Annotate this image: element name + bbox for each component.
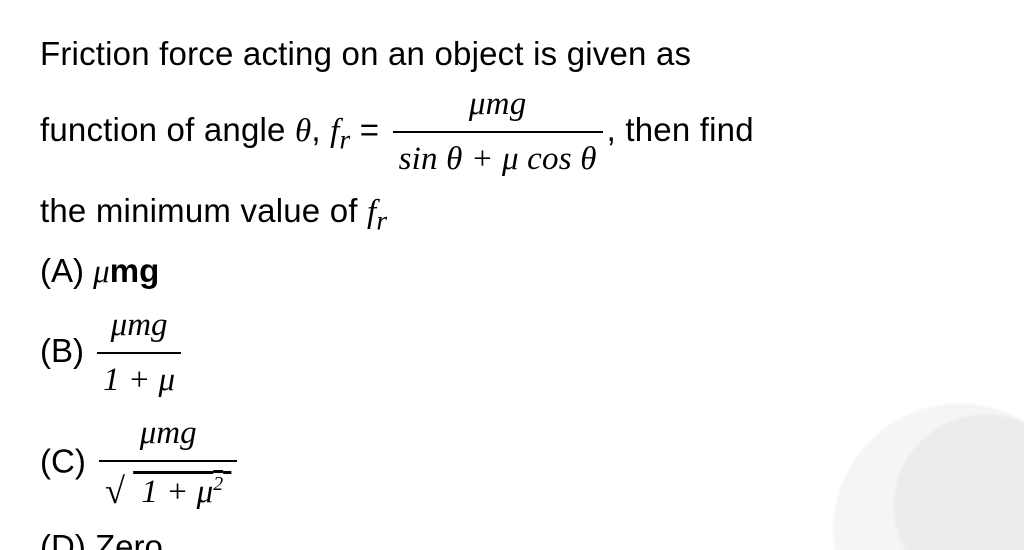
C-num-mu: μ [140, 415, 157, 451]
option-B-den: 1 + μ [97, 354, 181, 406]
option-C-den: √ 1 + μ2 [99, 462, 237, 519]
option-C[interactable]: (C) μmg √ 1 + μ2 [40, 408, 984, 519]
B-num-m: m [127, 307, 151, 343]
option-A-label: (A) [40, 252, 84, 289]
option-A[interactable]: (A) μmg [40, 245, 984, 298]
option-D-text: Zero [95, 528, 163, 550]
B-num-mu: μ [111, 307, 128, 343]
fr-base: f [330, 113, 339, 149]
q3-prefix: the minimum value of [40, 192, 367, 229]
option-C-sqrt: 1 + μ2 [133, 474, 231, 510]
option-A-mg: mg [110, 252, 160, 289]
option-B[interactable]: (B) μmg 1 + μ [40, 300, 984, 406]
option-C-fraction: μmg √ 1 + μ2 [99, 408, 237, 519]
C-num-m: m [156, 415, 180, 451]
theta: θ [295, 113, 311, 149]
option-C-label: (C) [40, 442, 86, 479]
option-B-label: (B) [40, 332, 84, 369]
question-line-3: the minimum value of fr [40, 185, 984, 242]
fr-sub: r [340, 124, 351, 155]
option-B-num: μmg [97, 300, 181, 354]
num-mu: μ [469, 86, 486, 122]
fr2-base: f [367, 194, 376, 230]
question-line-1: Friction force acting on an object is gi… [40, 28, 984, 79]
main-fraction: μmg sin θ + μ cos θ [393, 79, 603, 185]
equals: = [350, 111, 388, 148]
C-den-exp: 2 [213, 473, 223, 495]
option-A-mu: μ [93, 254, 110, 290]
question-line-2: function of angle θ, fr = μmg sin θ + μ … [40, 79, 984, 185]
q2-suffix: , then find [607, 111, 754, 148]
C-num-g: g [180, 415, 197, 451]
option-D[interactable]: (D) Zero [40, 521, 984, 550]
main-fraction-den: sin θ + μ cos θ [393, 133, 603, 185]
num-g: g [510, 86, 527, 122]
q2-prefix: function of angle [40, 111, 295, 148]
option-C-num: μmg [99, 408, 237, 462]
num-m: m [486, 86, 510, 122]
question-page: Friction force acting on an object is gi… [0, 0, 1024, 550]
fr2-sub: r [376, 205, 387, 236]
B-num-g: g [151, 307, 168, 343]
option-D-label: (D) [40, 528, 86, 550]
main-fraction-num: μmg [393, 79, 603, 133]
q2-sep: , [311, 111, 330, 148]
option-B-fraction: μmg 1 + μ [97, 300, 181, 406]
C-den-inner: 1 + μ [141, 474, 213, 510]
